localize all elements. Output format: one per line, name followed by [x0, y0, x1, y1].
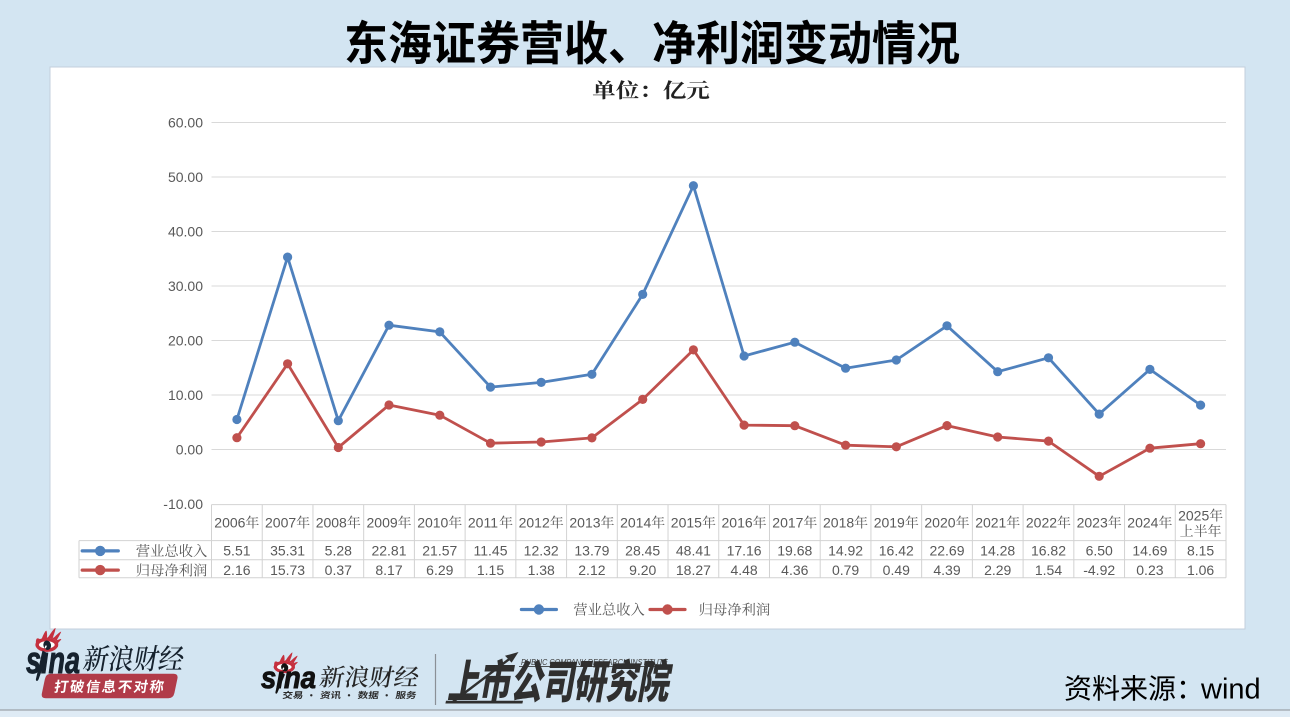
- svg-text:2023: 2023: [1077, 515, 1108, 531]
- svg-text:48.41: 48.41: [676, 543, 711, 559]
- svg-text:9.20: 9.20: [629, 562, 656, 578]
- svg-text:0.37: 0.37: [325, 562, 352, 578]
- svg-text:2011: 2011: [468, 515, 498, 531]
- svg-text:22.69: 22.69: [929, 543, 964, 559]
- svg-text:4.48: 4.48: [730, 562, 757, 578]
- svg-text:17.16: 17.16: [727, 543, 762, 559]
- svg-text:28.45: 28.45: [625, 543, 660, 559]
- svg-text:2018: 2018: [823, 515, 854, 531]
- svg-text:1.15: 1.15: [477, 562, 504, 578]
- svg-text:2016: 2016: [722, 515, 753, 531]
- svg-text:2006: 2006: [214, 515, 245, 531]
- svg-text:1.06: 1.06: [1187, 562, 1214, 578]
- svg-text:2014: 2014: [620, 515, 651, 531]
- svg-text:16.82: 16.82: [1031, 543, 1066, 559]
- svg-text:13.79: 13.79: [574, 543, 609, 559]
- svg-text:1.54: 1.54: [1035, 562, 1062, 578]
- svg-text:14.28: 14.28: [980, 543, 1015, 559]
- svg-text:0.79: 0.79: [832, 562, 859, 578]
- svg-text:2017: 2017: [772, 515, 803, 531]
- svg-text:4.36: 4.36: [781, 562, 808, 578]
- svg-text:35.31: 35.31: [270, 543, 305, 559]
- svg-text:15.73: 15.73: [270, 562, 305, 578]
- svg-text:2013: 2013: [569, 515, 600, 531]
- svg-text:40.00: 40.00: [168, 224, 203, 240]
- svg-text:2.16: 2.16: [223, 562, 250, 578]
- svg-text:14.69: 14.69: [1132, 543, 1167, 559]
- svg-text:-4.92: -4.92: [1083, 562, 1115, 578]
- svg-text:2.12: 2.12: [578, 562, 605, 578]
- svg-text:2022: 2022: [1026, 515, 1057, 531]
- svg-text:2008: 2008: [316, 515, 347, 531]
- svg-text:5.51: 5.51: [223, 543, 250, 559]
- svg-text:2019: 2019: [874, 515, 905, 531]
- svg-text:1.38: 1.38: [528, 562, 555, 578]
- svg-text:60.00: 60.00: [168, 115, 203, 131]
- svg-text:2.29: 2.29: [984, 562, 1011, 578]
- svg-text:10.00: 10.00: [168, 387, 203, 403]
- svg-text:2009: 2009: [367, 515, 398, 531]
- svg-text:18.27: 18.27: [676, 562, 711, 578]
- svg-text:8.15: 8.15: [1187, 543, 1214, 559]
- svg-text:30.00: 30.00: [168, 278, 203, 294]
- svg-text:6.50: 6.50: [1086, 543, 1113, 559]
- svg-text:20.00: 20.00: [168, 333, 203, 349]
- svg-text:wind: wind: [1200, 674, 1261, 706]
- svg-text:19.68: 19.68: [777, 543, 812, 559]
- svg-text:2021: 2021: [975, 515, 1006, 531]
- svg-text:2015: 2015: [671, 515, 702, 531]
- svg-text:2020: 2020: [924, 515, 955, 531]
- svg-text:12.32: 12.32: [524, 543, 559, 559]
- svg-text:16.42: 16.42: [879, 543, 914, 559]
- svg-text:8.17: 8.17: [375, 562, 402, 578]
- svg-text:14.92: 14.92: [828, 543, 863, 559]
- svg-text:2007: 2007: [265, 515, 296, 531]
- svg-text:2025: 2025: [1178, 508, 1209, 524]
- svg-text:-10.00: -10.00: [163, 496, 203, 512]
- svg-text:0.49: 0.49: [883, 562, 910, 578]
- svg-text:6.29: 6.29: [426, 562, 453, 578]
- svg-text:22.81: 22.81: [371, 543, 406, 559]
- svg-text:11.45: 11.45: [474, 543, 508, 559]
- svg-text:4.39: 4.39: [933, 562, 960, 578]
- svg-text:0.00: 0.00: [176, 442, 203, 458]
- svg-text:2010: 2010: [417, 515, 448, 531]
- svg-text:2012: 2012: [519, 515, 550, 531]
- svg-text:5.28: 5.28: [325, 543, 352, 559]
- svg-text:21.57: 21.57: [422, 543, 457, 559]
- svg-text:50.00: 50.00: [168, 169, 203, 185]
- svg-text:0.23: 0.23: [1136, 562, 1163, 578]
- svg-text:2024: 2024: [1127, 515, 1158, 531]
